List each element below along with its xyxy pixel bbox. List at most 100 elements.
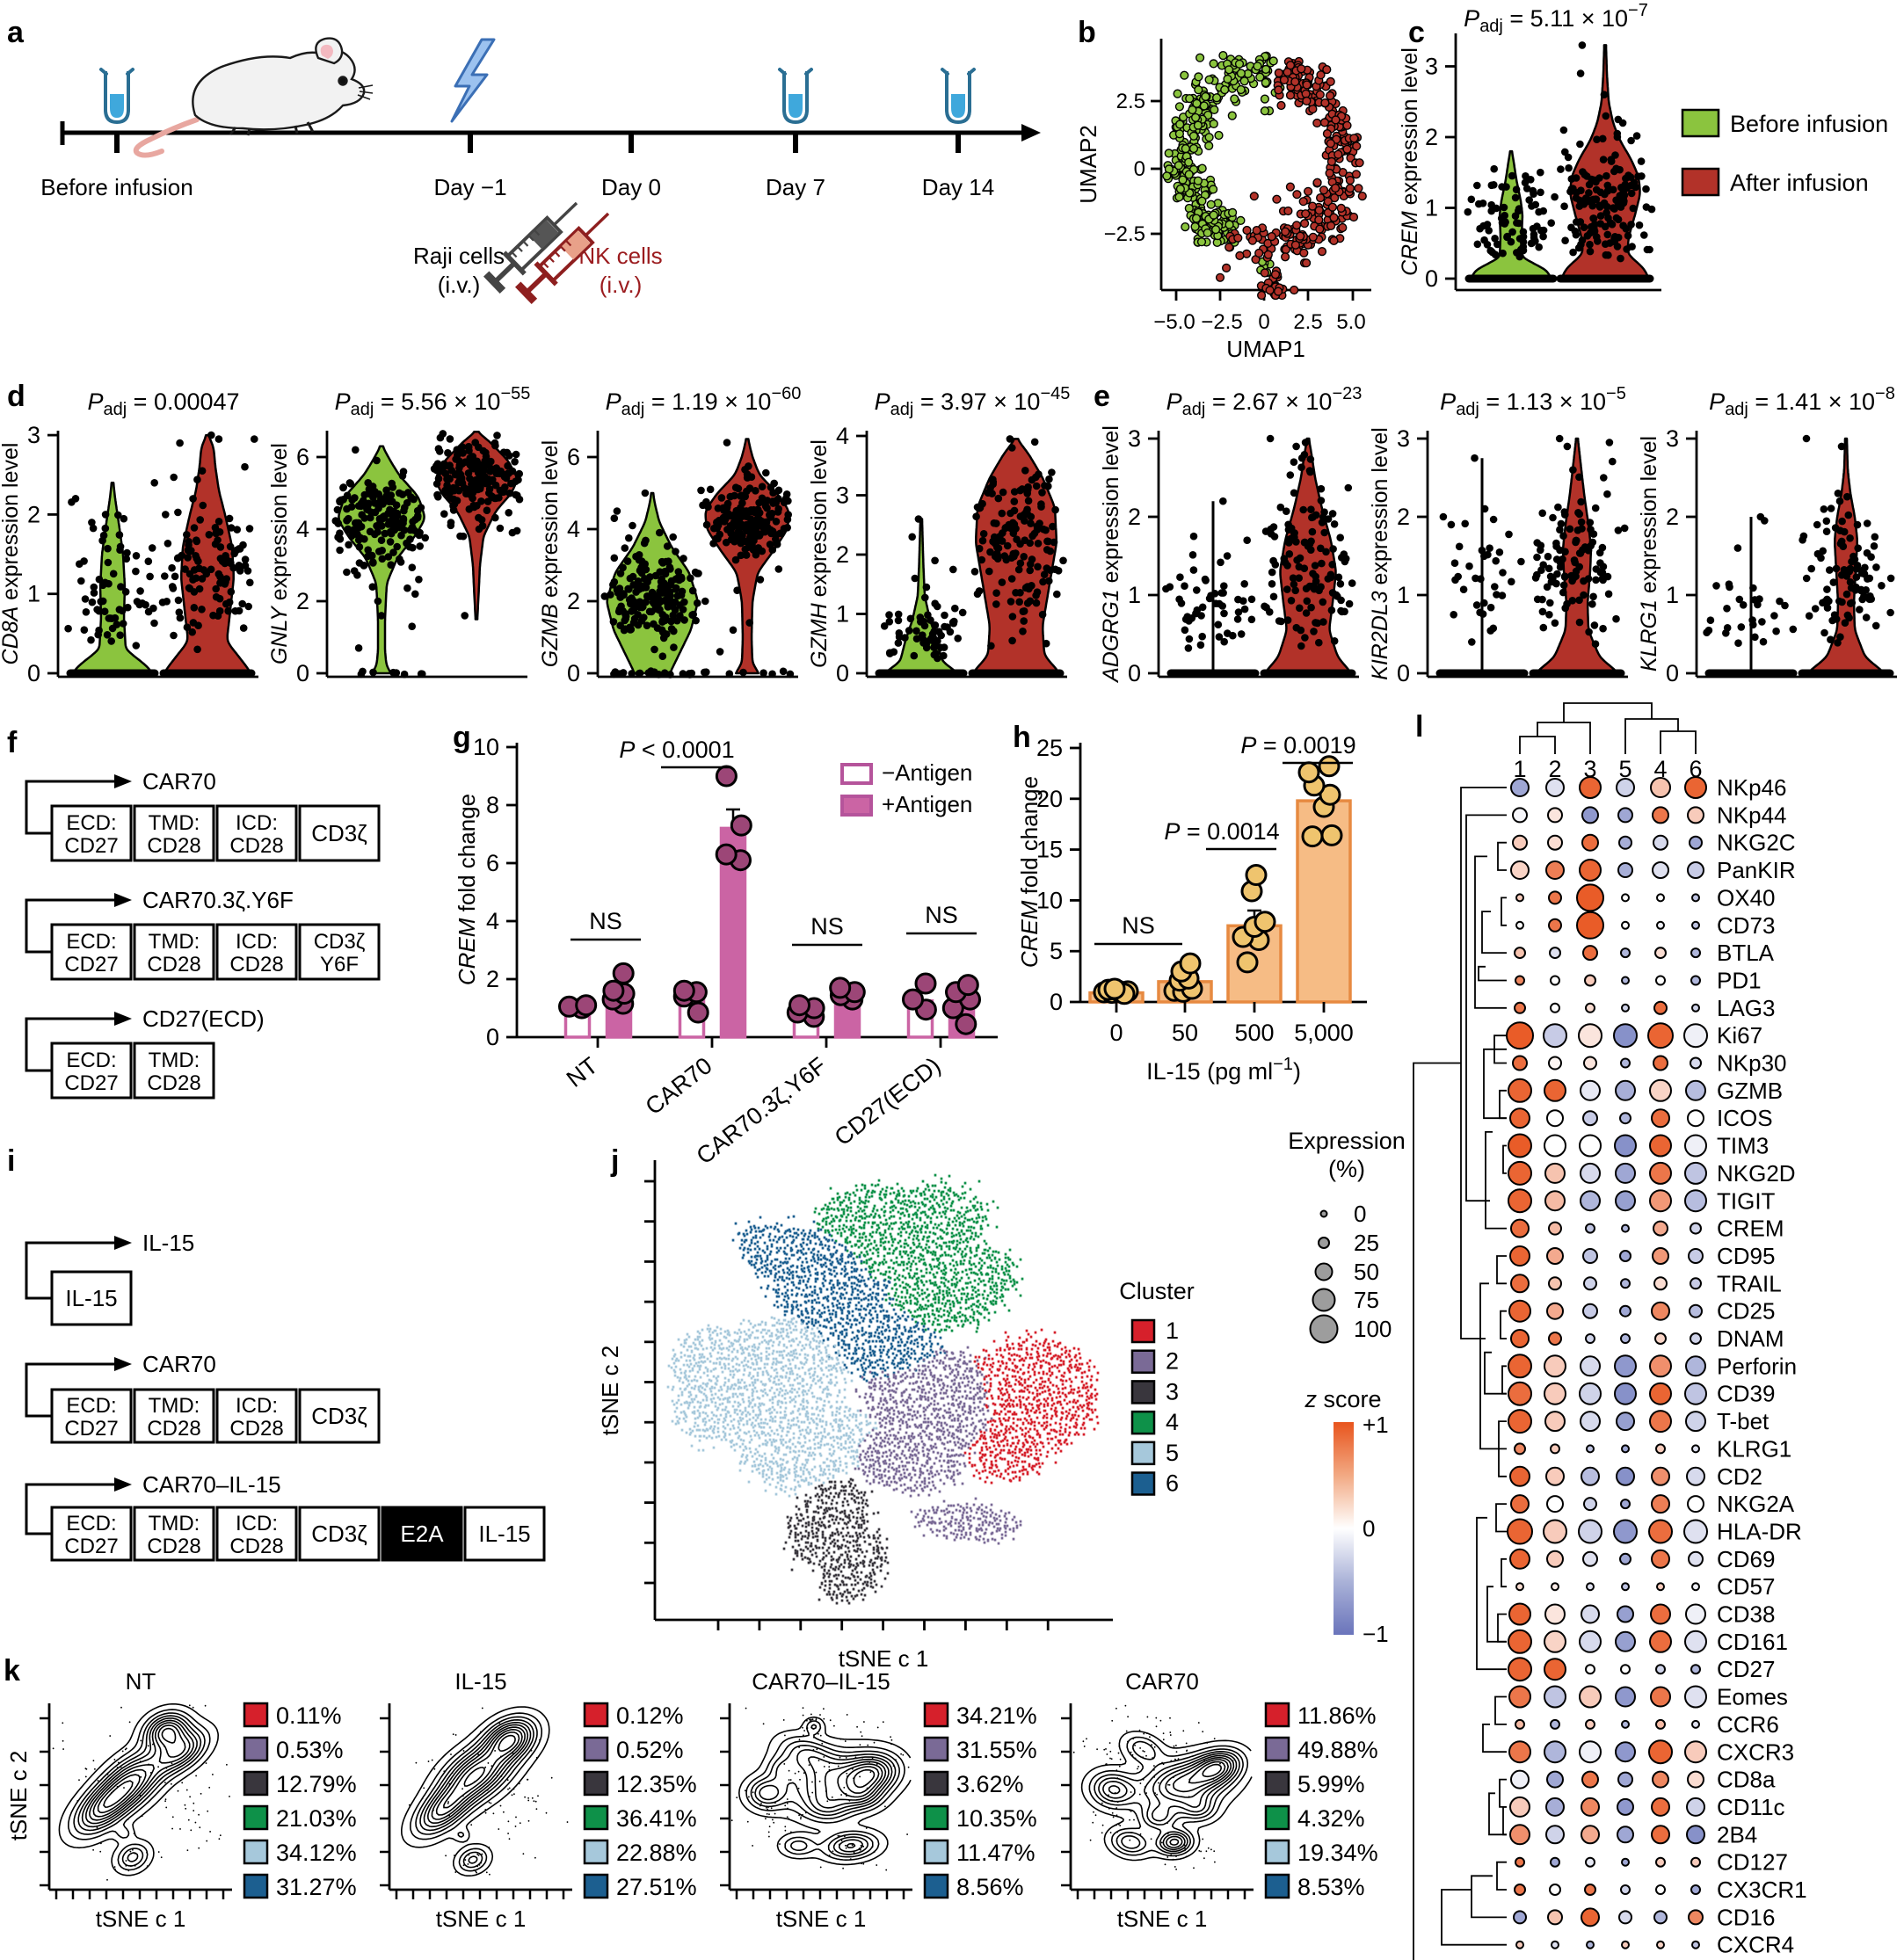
svg-text:2: 2 bbox=[1128, 504, 1141, 530]
svg-text:8.56%: 8.56% bbox=[956, 1874, 1024, 1900]
svg-text:2: 2 bbox=[486, 966, 499, 992]
svg-text:Padj = 1.41 × 10−8: Padj = 1.41 × 10−8 bbox=[1709, 384, 1895, 419]
svg-text:4: 4 bbox=[1653, 756, 1667, 782]
svg-text:31.55%: 31.55% bbox=[956, 1737, 1037, 1763]
svg-text:GZMB expression level: GZMB expression level bbox=[538, 440, 563, 667]
svg-text:6: 6 bbox=[486, 850, 499, 876]
svg-text:CD39: CD39 bbox=[1717, 1381, 1775, 1407]
svg-text:CD28: CD28 bbox=[147, 1417, 200, 1441]
svg-text:CD27: CD27 bbox=[1717, 1656, 1775, 1682]
svg-text:27.51%: 27.51% bbox=[616, 1874, 697, 1900]
svg-text:0: 0 bbox=[1258, 310, 1269, 334]
svg-text:Padj = 1.19 × 10−60: Padj = 1.19 × 10−60 bbox=[606, 384, 802, 419]
svg-text:CREM expression level: CREM expression level bbox=[1398, 47, 1422, 276]
svg-text:After infusion: After infusion bbox=[1730, 170, 1869, 196]
svg-text:10.35%: 10.35% bbox=[956, 1805, 1037, 1832]
svg-text:f: f bbox=[7, 726, 18, 759]
svg-text:CD73: CD73 bbox=[1717, 912, 1775, 939]
svg-text:DNAM: DNAM bbox=[1717, 1325, 1784, 1352]
svg-text:c: c bbox=[1408, 16, 1425, 49]
svg-text:Padj = 0.00047: Padj = 0.00047 bbox=[87, 388, 239, 419]
svg-text:NKG2A: NKG2A bbox=[1717, 1491, 1795, 1517]
svg-text:0: 0 bbox=[1354, 1201, 1366, 1227]
svg-text:4: 4 bbox=[296, 516, 309, 542]
svg-text:Raji cells: Raji cells bbox=[413, 243, 505, 269]
svg-text:CD8a: CD8a bbox=[1717, 1767, 1776, 1793]
svg-text:4: 4 bbox=[836, 423, 849, 449]
svg-text:a: a bbox=[7, 16, 25, 49]
svg-text:25: 25 bbox=[1036, 735, 1063, 761]
svg-text:12.79%: 12.79% bbox=[276, 1771, 357, 1797]
svg-text:PD1: PD1 bbox=[1717, 967, 1762, 993]
svg-text:TMD:: TMD: bbox=[149, 930, 200, 954]
svg-text:1: 1 bbox=[1666, 582, 1679, 608]
svg-text:i: i bbox=[7, 1144, 15, 1178]
svg-text:+Antigen: +Antigen bbox=[882, 791, 972, 817]
svg-text:CD27(ECD): CD27(ECD) bbox=[142, 1005, 265, 1032]
svg-text:5: 5 bbox=[1166, 1440, 1179, 1466]
svg-text:CD27: CD27 bbox=[64, 1417, 118, 1441]
svg-text:6: 6 bbox=[1689, 756, 1702, 782]
svg-text:5.99%: 5.99% bbox=[1297, 1771, 1365, 1797]
svg-text:NS: NS bbox=[589, 908, 622, 934]
svg-text:CREM fold change: CREM fold change bbox=[1016, 776, 1043, 968]
svg-text:0: 0 bbox=[567, 660, 580, 686]
svg-text:tSNE c 1: tSNE c 1 bbox=[1117, 1906, 1208, 1932]
svg-text:h: h bbox=[1013, 721, 1031, 754]
svg-text:CAR70.3ζ.Y6F: CAR70.3ζ.Y6F bbox=[142, 887, 294, 913]
svg-text:e: e bbox=[1094, 380, 1110, 413]
svg-text:TIM3: TIM3 bbox=[1717, 1133, 1769, 1159]
svg-text:CD69: CD69 bbox=[1717, 1546, 1775, 1572]
svg-text:CD27: CD27 bbox=[64, 1535, 118, 1558]
svg-text:−5.0: −5.0 bbox=[1153, 310, 1195, 334]
svg-text:0: 0 bbox=[1134, 157, 1145, 181]
svg-text:Day 0: Day 0 bbox=[601, 174, 661, 200]
svg-text:0: 0 bbox=[27, 660, 40, 686]
svg-text:0: 0 bbox=[1128, 660, 1141, 686]
svg-text:BTLA: BTLA bbox=[1717, 940, 1775, 966]
svg-text:0: 0 bbox=[1666, 660, 1679, 686]
svg-text:1: 1 bbox=[1128, 582, 1141, 608]
svg-text:1: 1 bbox=[1513, 756, 1526, 782]
svg-text:CREM: CREM bbox=[1717, 1216, 1784, 1242]
svg-text:100: 100 bbox=[1354, 1316, 1392, 1342]
svg-text:ECD:: ECD: bbox=[66, 1049, 116, 1072]
svg-text:NKG2C: NKG2C bbox=[1717, 830, 1796, 856]
svg-text:1: 1 bbox=[1166, 1318, 1179, 1344]
svg-text:2.5: 2.5 bbox=[1293, 310, 1322, 334]
svg-text:0.12%: 0.12% bbox=[616, 1702, 684, 1729]
svg-text:GZMB: GZMB bbox=[1717, 1078, 1783, 1104]
svg-text:4: 4 bbox=[486, 908, 499, 934]
svg-text:0: 0 bbox=[1109, 1020, 1123, 1046]
svg-text:34.12%: 34.12% bbox=[276, 1840, 357, 1866]
svg-text:NK cells: NK cells bbox=[578, 243, 662, 269]
svg-text:OX40: OX40 bbox=[1717, 884, 1776, 911]
svg-text:15: 15 bbox=[1036, 837, 1063, 863]
svg-text:3: 3 bbox=[1666, 425, 1679, 452]
svg-text:31.27%: 31.27% bbox=[276, 1874, 357, 1900]
svg-text:E2A: E2A bbox=[400, 1521, 444, 1547]
svg-text:3: 3 bbox=[1583, 756, 1596, 782]
svg-text:3: 3 bbox=[27, 422, 40, 448]
svg-text:8.53%: 8.53% bbox=[1297, 1874, 1365, 1900]
svg-text:NS: NS bbox=[925, 902, 958, 928]
svg-text:4: 4 bbox=[1166, 1409, 1179, 1435]
svg-text:PanKIR: PanKIR bbox=[1717, 857, 1796, 883]
svg-text:UMAP2: UMAP2 bbox=[1075, 125, 1101, 204]
svg-text:CAR70: CAR70 bbox=[1125, 1668, 1199, 1695]
svg-text:5: 5 bbox=[1618, 756, 1631, 782]
svg-text:KIR2DL3 expression level: KIR2DL3 expression level bbox=[1368, 427, 1392, 680]
svg-text:GZMH expression level: GZMH expression level bbox=[807, 439, 832, 668]
svg-text:IL-15: IL-15 bbox=[478, 1521, 530, 1547]
svg-text:−2.5: −2.5 bbox=[1201, 310, 1242, 334]
svg-text:GNLY expression level: GNLY expression level bbox=[267, 443, 292, 664]
svg-text:Before infusion: Before infusion bbox=[1730, 111, 1888, 137]
svg-text:5.0: 5.0 bbox=[1336, 310, 1365, 334]
svg-text:4.32%: 4.32% bbox=[1297, 1805, 1365, 1832]
svg-text:0: 0 bbox=[1363, 1515, 1375, 1542]
svg-text:8: 8 bbox=[486, 792, 499, 818]
svg-text:CXCR3: CXCR3 bbox=[1717, 1739, 1794, 1765]
svg-text:Cluster: Cluster bbox=[1119, 1278, 1195, 1304]
svg-text:IL-15: IL-15 bbox=[142, 1230, 194, 1256]
svg-text:ICD:: ICD: bbox=[236, 1394, 278, 1418]
